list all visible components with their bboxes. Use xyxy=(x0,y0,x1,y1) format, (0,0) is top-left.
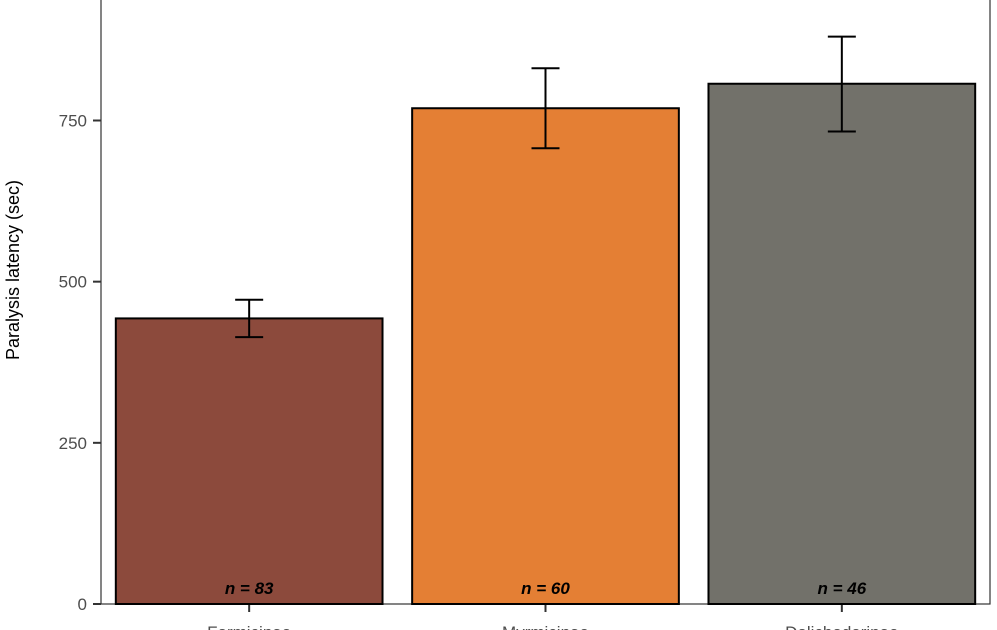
error-bar-myrmicinae xyxy=(531,67,560,150)
error-bar-dolichoderinae xyxy=(827,35,856,133)
x-tick-label: Formicinae xyxy=(207,623,291,630)
y-tick-label: 750 xyxy=(59,111,87,130)
bar-formicinae xyxy=(114,317,384,605)
x-tick-label: Dolichoderinae xyxy=(785,623,898,630)
y-tick-label: 250 xyxy=(59,434,87,453)
sample-size-label: n = 46 xyxy=(817,579,866,598)
sample-size-label: n = 83 xyxy=(225,579,274,598)
y-tick-label: 500 xyxy=(59,273,87,292)
y-axis-title: Paralysis latency (sec) xyxy=(3,180,23,360)
y-tick-label: 0 xyxy=(78,595,87,614)
bar-myrmicinae xyxy=(411,107,680,606)
x-tick-label: Myrmicinae xyxy=(502,623,589,630)
error-bar-formicinae xyxy=(235,298,264,339)
sample-size-label: n = 60 xyxy=(521,579,570,598)
bar-dolichoderinae xyxy=(707,82,977,605)
bars xyxy=(114,35,977,606)
labels: n = 83 n = 60 n = 46 xyxy=(225,579,867,598)
